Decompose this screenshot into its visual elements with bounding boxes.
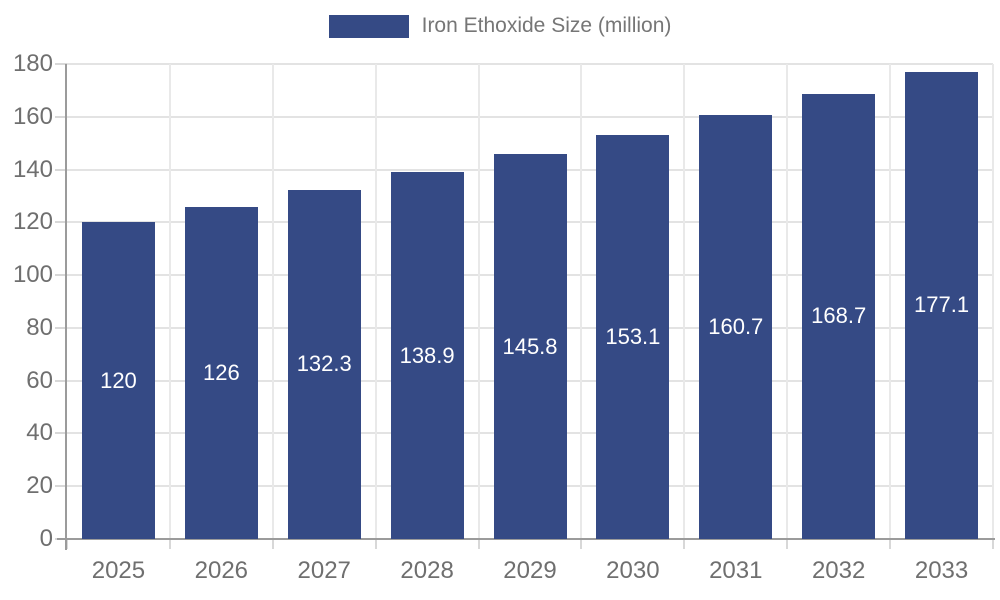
y-tick-label: 40 bbox=[26, 419, 53, 447]
y-tick-label: 0 bbox=[39, 525, 53, 552]
legend-label: Iron Ethoxide Size (million) bbox=[421, 14, 672, 37]
bar-value-label: 138.9 bbox=[399, 342, 455, 368]
y-tick bbox=[55, 485, 67, 488]
y-tick-label: 100 bbox=[12, 261, 53, 289]
gridline-v bbox=[889, 64, 892, 539]
bar-value-label: 160.7 bbox=[708, 313, 764, 339]
bar-value-label: 145.8 bbox=[502, 333, 558, 359]
bar-2026[interactable]: 126 bbox=[184, 206, 258, 539]
gridline-v bbox=[580, 64, 583, 539]
y-tick-label: 20 bbox=[26, 472, 53, 500]
legend: Iron Ethoxide Size (million) bbox=[0, 14, 1000, 38]
y-tick bbox=[55, 326, 67, 329]
x-tick-label: 2025 bbox=[91, 557, 146, 584]
x-tick-label: 2031 bbox=[709, 557, 763, 584]
x-axis-line bbox=[57, 538, 995, 540]
legend-swatch-icon bbox=[328, 14, 409, 38]
x-tick bbox=[477, 539, 480, 549]
bar-value-label: 132.3 bbox=[296, 351, 352, 377]
y-tick bbox=[55, 115, 67, 118]
gridline-v bbox=[683, 64, 686, 539]
gridline-v bbox=[786, 64, 789, 539]
gridline-v bbox=[477, 64, 480, 539]
y-axis-line bbox=[65, 64, 67, 550]
x-tick bbox=[66, 539, 68, 549]
gridline-v bbox=[992, 64, 994, 539]
y-tick bbox=[55, 221, 67, 224]
x-tick-label: 2027 bbox=[297, 557, 351, 584]
x-tick bbox=[889, 539, 892, 549]
bar-value-label: 177.1 bbox=[914, 292, 970, 318]
gridline-v bbox=[374, 64, 377, 539]
bar-value-label: 120 bbox=[100, 367, 137, 393]
bar-2030[interactable]: 153.1 bbox=[596, 134, 670, 539]
bar-2031[interactable]: 160.7 bbox=[699, 114, 773, 539]
y-tick bbox=[55, 168, 67, 171]
y-tick-label: 120 bbox=[12, 208, 53, 236]
bar-2029[interactable]: 145.8 bbox=[493, 154, 567, 539]
bar-2027[interactable]: 132.3 bbox=[287, 189, 361, 539]
x-tick bbox=[374, 539, 377, 549]
gridline-h bbox=[67, 115, 993, 118]
gridline-v bbox=[271, 64, 274, 539]
gridline-v bbox=[168, 64, 171, 539]
bar-2033[interactable]: 177.1 bbox=[905, 71, 979, 539]
y-tick bbox=[55, 379, 67, 382]
x-tick bbox=[992, 539, 994, 549]
x-tick bbox=[168, 539, 171, 549]
y-tick-label: 140 bbox=[12, 155, 53, 183]
x-tick-label: 2033 bbox=[914, 557, 969, 584]
x-tick-label: 2028 bbox=[400, 557, 454, 584]
bar-value-label: 168.7 bbox=[811, 303, 867, 329]
bar-value-label: 153.1 bbox=[605, 323, 661, 349]
x-tick bbox=[271, 539, 274, 549]
x-tick-label: 2026 bbox=[194, 557, 249, 584]
y-tick bbox=[55, 63, 67, 65]
y-tick-label: 180 bbox=[12, 50, 53, 77]
y-tick bbox=[55, 274, 67, 277]
y-tick-label: 60 bbox=[26, 366, 53, 394]
y-tick-label: 80 bbox=[26, 313, 53, 341]
legend-item[interactable]: Iron Ethoxide Size (million) bbox=[328, 14, 672, 38]
x-tick-label: 2029 bbox=[503, 557, 557, 584]
y-tick-label: 160 bbox=[12, 102, 53, 130]
x-tick bbox=[786, 539, 789, 549]
bar-value-label: 126 bbox=[202, 359, 240, 385]
x-tick bbox=[580, 539, 583, 549]
x-tick-label: 2032 bbox=[811, 557, 866, 584]
gridline-h bbox=[67, 63, 993, 65]
x-tick bbox=[683, 539, 686, 549]
x-tick-label: 2030 bbox=[606, 557, 660, 584]
bar-2025[interactable]: 120 bbox=[81, 222, 155, 539]
bar-2028[interactable]: 138.9 bbox=[390, 172, 464, 539]
y-tick bbox=[55, 432, 67, 435]
bar-2032[interactable]: 168.7 bbox=[802, 93, 876, 539]
